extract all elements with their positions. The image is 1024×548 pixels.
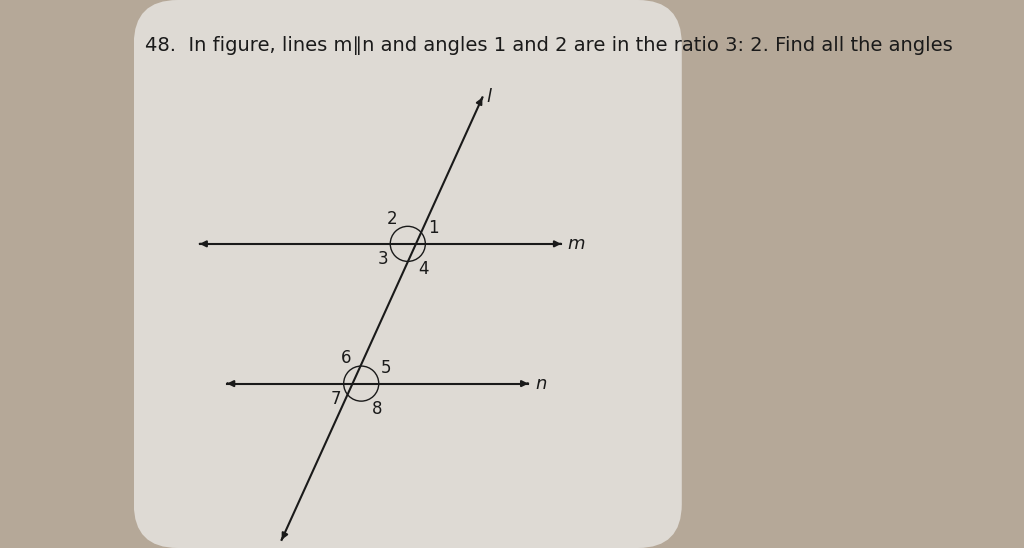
- Text: 48.  In figure, lines m∥n and angles 1 and 2 are in the ratio 3: 2. Find all the: 48. In figure, lines m∥n and angles 1 an…: [144, 36, 952, 55]
- Text: m: m: [568, 235, 586, 253]
- Text: n: n: [535, 375, 547, 392]
- Text: 2: 2: [387, 210, 397, 227]
- Text: 8: 8: [372, 400, 382, 418]
- Text: 1: 1: [428, 219, 438, 237]
- FancyBboxPatch shape: [134, 0, 682, 548]
- Text: 3: 3: [377, 250, 388, 269]
- Text: 4: 4: [418, 260, 428, 278]
- Text: 5: 5: [381, 359, 392, 377]
- Text: 6: 6: [341, 350, 351, 367]
- Text: 7: 7: [331, 390, 341, 408]
- Text: l: l: [486, 88, 492, 106]
